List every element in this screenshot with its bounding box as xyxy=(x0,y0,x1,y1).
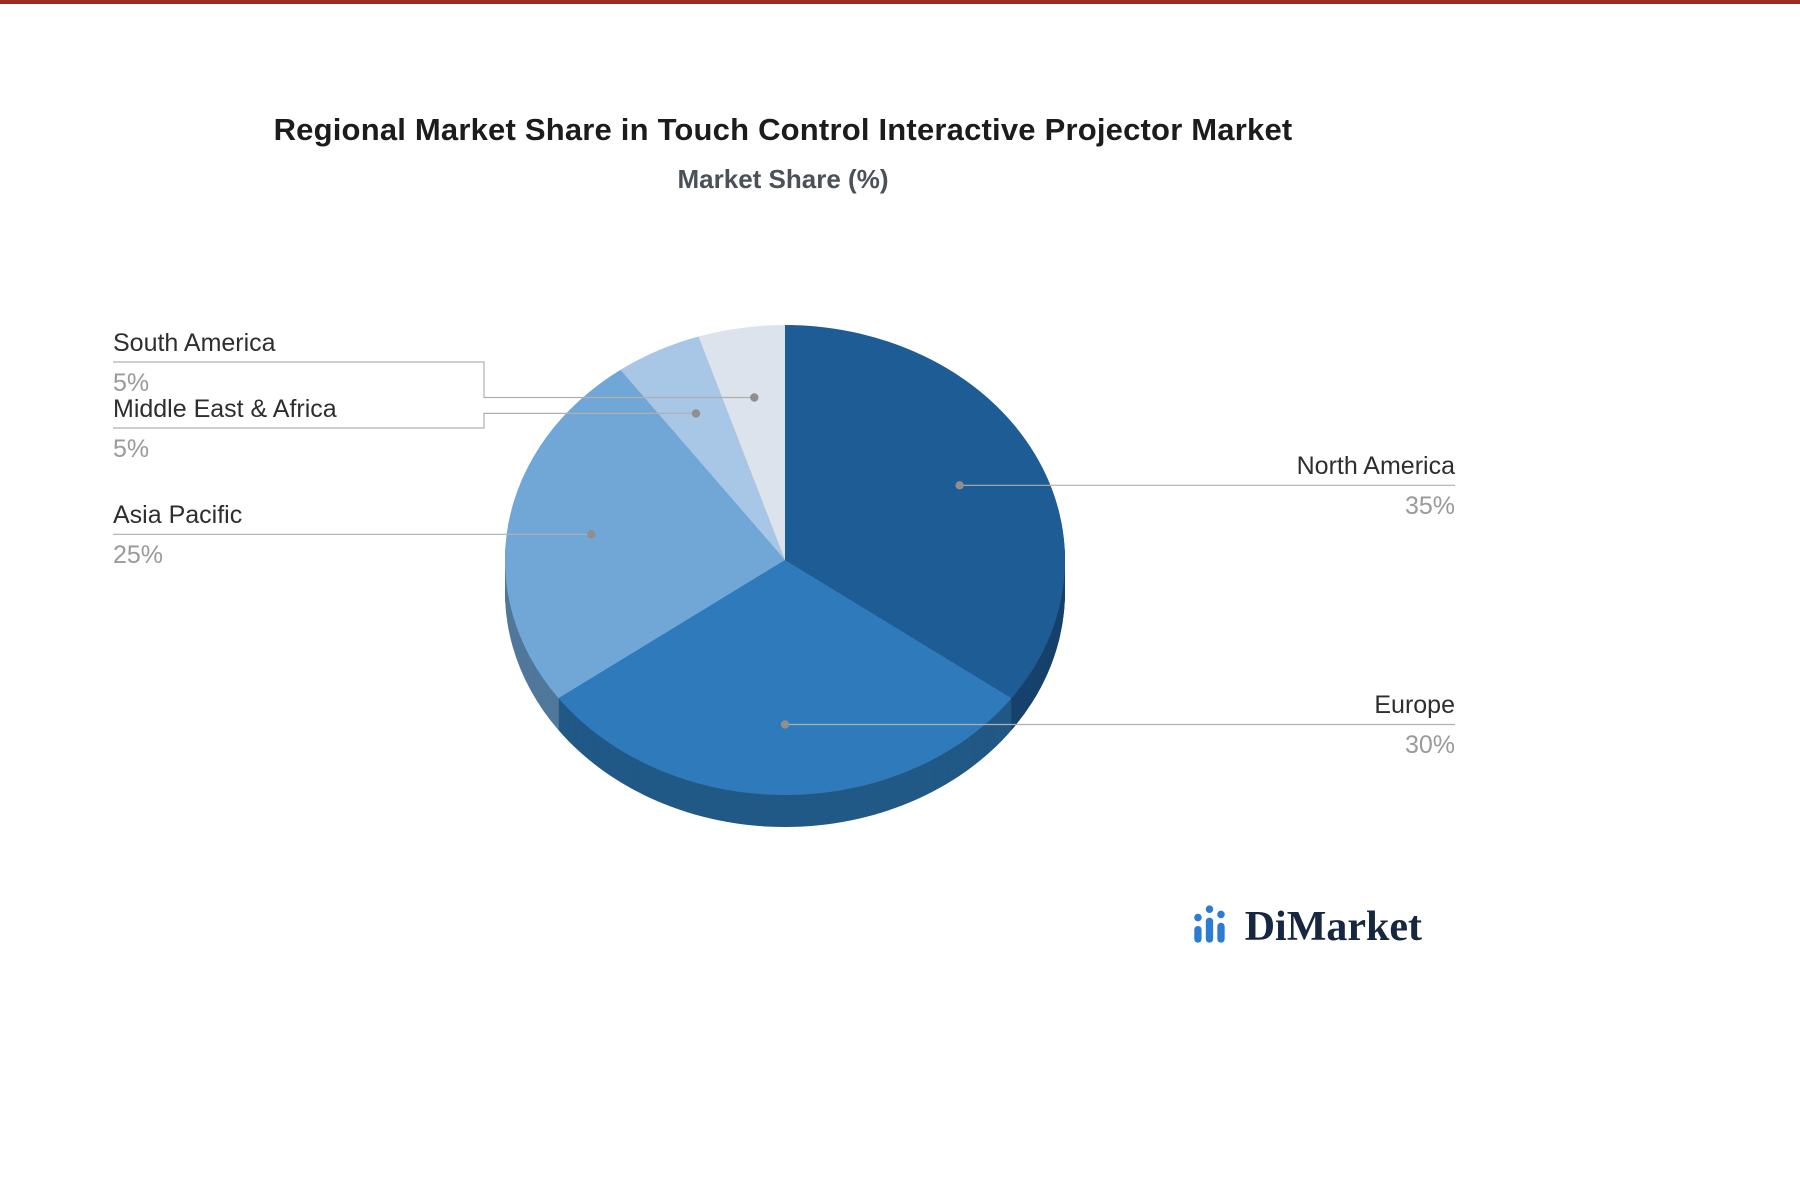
slice-value: 5% xyxy=(113,369,150,397)
leader-line-south-america xyxy=(113,361,755,399)
leader-dot-south-america xyxy=(750,393,759,402)
pie-slice-asia-pacific xyxy=(505,369,785,699)
pie-slice-europe xyxy=(558,560,1012,795)
slice-value: 30% xyxy=(1404,731,1455,759)
brand-logo: DiMarket xyxy=(1187,903,1422,951)
slice-label: Asia Pacific xyxy=(113,501,243,529)
pie-slice-north-america xyxy=(785,325,1065,699)
slice-value: 5% xyxy=(113,435,150,463)
top-accent-bar xyxy=(0,0,1800,4)
label-europe: Europe 30% xyxy=(1374,691,1455,759)
leader-dot-north-america xyxy=(955,481,964,490)
chart-title: Regional Market Share in Touch Control I… xyxy=(273,112,1293,147)
slice-value: 25% xyxy=(113,541,164,569)
pie-slice-middle-east-africa xyxy=(620,336,785,560)
brand-logo-text: DiMarket xyxy=(1244,904,1422,950)
pie-slice-south-america xyxy=(698,325,785,560)
slice-label: North America xyxy=(1296,452,1455,480)
slice-label: South America xyxy=(113,329,276,357)
title-block: Regional Market Share in Touch Control I… xyxy=(0,112,1566,195)
leader-dot-europe xyxy=(780,720,790,729)
chart-subtitle: Market Share (%) xyxy=(677,164,889,194)
leader-dot-middle-east-africa xyxy=(691,409,701,418)
slice-label: Europe xyxy=(1374,691,1455,719)
bar-chart-icon xyxy=(1193,905,1225,943)
leader-dot-asia-pacific xyxy=(587,530,596,539)
slice-value: 35% xyxy=(1404,492,1455,520)
label-middle-east-africa: Middle East & Africa 5% xyxy=(113,395,337,463)
label-south-america: South America 5% xyxy=(113,329,276,397)
leader-line-middle-east-africa xyxy=(113,412,696,429)
label-asia-pacific: Asia Pacific 25% xyxy=(113,501,242,569)
slice-label: Middle East & Africa xyxy=(113,395,337,423)
label-north-america: North America 35% xyxy=(1297,452,1455,520)
